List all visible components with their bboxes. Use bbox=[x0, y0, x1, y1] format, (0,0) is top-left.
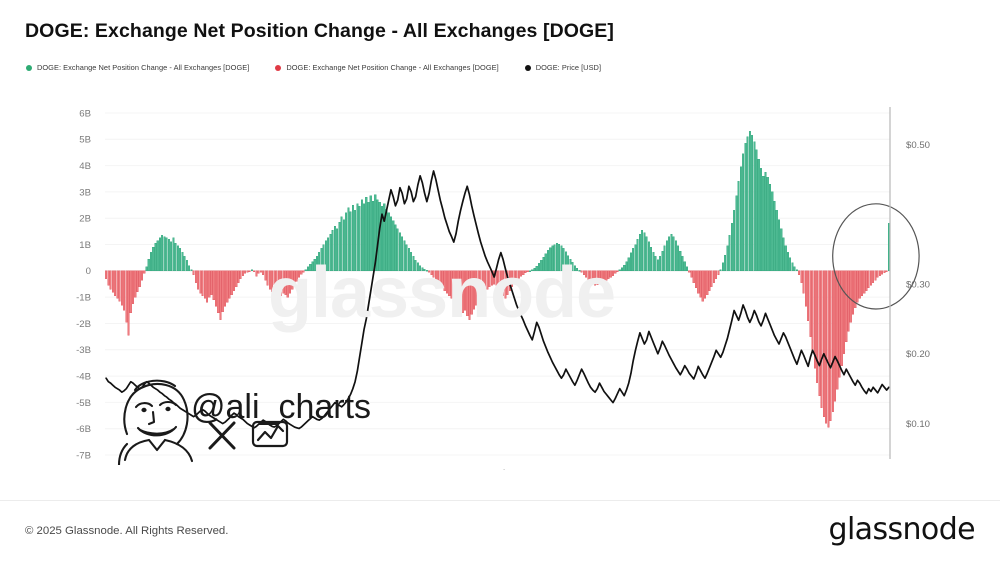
svg-text:Aug '24: Aug '24 bbox=[231, 469, 264, 470]
legend-item-outflow[interactable]: DOGE: Exchange Net Position Change - All… bbox=[275, 63, 499, 72]
annotation-circle bbox=[832, 203, 920, 310]
svg-text:2B: 2B bbox=[79, 214, 91, 225]
y-axis-left-labels: 6B 5B 4B 3B 2B 1B 0 -1B -2B -3B -4B -5B -6B -7B bbox=[76, 108, 91, 461]
svg-text:$0.30: $0.30 bbox=[906, 279, 930, 290]
svg-text:-6B: -6B bbox=[76, 424, 91, 435]
x-axis-labels: Jun '24 Aug '24 Oct '24 Dec '24 Feb '25 Apr '… bbox=[145, 469, 849, 470]
svg-text:3B: 3B bbox=[79, 187, 91, 198]
svg-text:Apr '25: Apr '25 bbox=[571, 469, 602, 470]
legend-dot-price bbox=[524, 64, 531, 71]
gridlines bbox=[105, 112, 890, 456]
legend-label-inflow: DOGE: Exchange Net Position Change - All… bbox=[37, 63, 250, 72]
svg-text:Oct '24: Oct '24 bbox=[319, 469, 350, 470]
bar-series bbox=[105, 131, 890, 428]
svg-text:4B: 4B bbox=[79, 161, 91, 172]
price-line-series bbox=[105, 170, 890, 430]
svg-text:0: 0 bbox=[86, 266, 91, 277]
chart-canvas[interactable]: 6B 5B 4B 3B 2B 1B 0 -1B -2B -3B -4B -5B -6B -7B $0.50… bbox=[0, 95, 1000, 470]
page-title: DOGE: Exchange Net Position Change - All… bbox=[25, 20, 614, 42]
svg-text:-2B: -2B bbox=[76, 319, 91, 330]
legend-item-inflow[interactable]: DOGE: Exchange Net Position Change - All… bbox=[26, 63, 249, 72]
legend-label-outflow: DOGE: Exchange Net Position Change - All… bbox=[286, 63, 499, 72]
legend-dot-inflow bbox=[26, 64, 32, 71]
svg-text:-7B: -7B bbox=[76, 450, 91, 461]
svg-text:Jun '25: Jun '25 bbox=[653, 469, 685, 470]
svg-text:-4B: -4B bbox=[76, 371, 91, 382]
svg-text:-5B: -5B bbox=[76, 398, 91, 409]
svg-text:Jun '24: Jun '24 bbox=[145, 469, 177, 470]
svg-text:Aug '25: Aug '25 bbox=[735, 469, 768, 470]
svg-text:-3B: -3B bbox=[76, 345, 91, 356]
svg-text:Oct '25: Oct '25 bbox=[819, 469, 850, 470]
copyright-text: © 2025 Glassnode. All Rights Reserved. bbox=[25, 525, 229, 537]
chart-legend: DOGE: Exchange Net Position Change - All… bbox=[26, 63, 627, 72]
legend-dot-outflow bbox=[275, 64, 282, 71]
svg-text:Feb '25: Feb '25 bbox=[492, 469, 525, 470]
svg-text:5B: 5B bbox=[79, 135, 91, 146]
svg-text:1B: 1B bbox=[79, 240, 91, 251]
svg-text:$0.50: $0.50 bbox=[906, 140, 930, 151]
legend-label-price: DOGE: Price [USD] bbox=[535, 63, 602, 72]
svg-text:$0.20: $0.20 bbox=[906, 349, 930, 360]
legend-item-price[interactable]: DOGE: Price [USD] bbox=[524, 63, 602, 72]
svg-text:$0.10: $0.10 bbox=[906, 419, 930, 430]
svg-text:6B: 6B bbox=[79, 108, 91, 119]
plot-area: 6B 5B 4B 3B 2B 1B 0 -1B -2B -3B -4B -5B -6B -7B $0.50… bbox=[0, 95, 1000, 470]
svg-text:Dec '24: Dec '24 bbox=[405, 469, 438, 470]
svg-text:-1B: -1B bbox=[76, 293, 91, 304]
y-axis-right-labels: $0.50 $0.30 $0.20 $0.10 bbox=[906, 140, 930, 430]
footer-divider bbox=[0, 500, 1000, 501]
glassnode-logo: glassnode bbox=[828, 512, 976, 547]
